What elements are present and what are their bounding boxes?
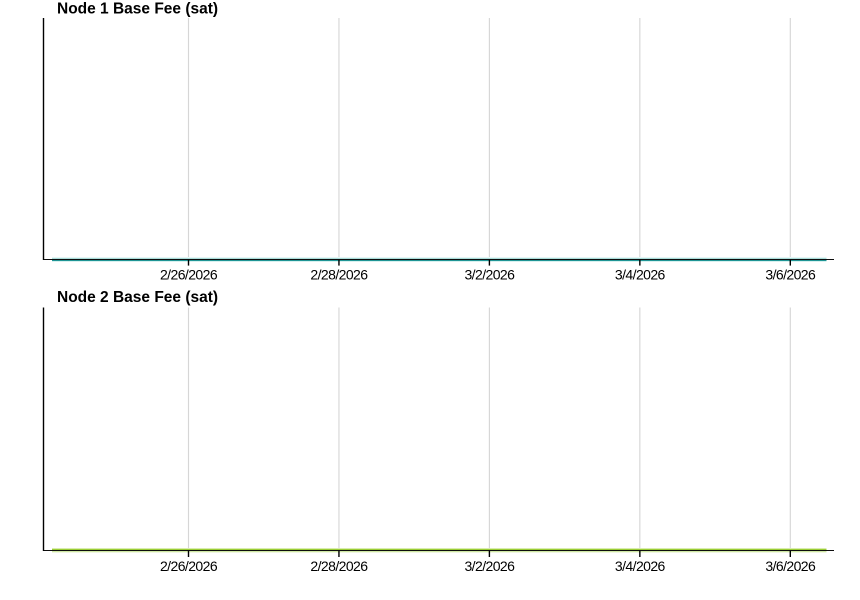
svg-text:3/4/2026: 3/4/2026 xyxy=(615,558,666,574)
svg-text:3/2/2026: 3/2/2026 xyxy=(464,267,515,283)
svg-text:Node 1 Base Fee (sat): Node 1 Base Fee (sat) xyxy=(57,0,218,17)
svg-text:Node 2 Base Fee (sat): Node 2 Base Fee (sat) xyxy=(57,289,218,306)
svg-text:2/26/2026: 2/26/2026 xyxy=(160,558,218,574)
svg-text:3/6/2026: 3/6/2026 xyxy=(765,558,816,574)
svg-text:2/28/2026: 2/28/2026 xyxy=(310,267,368,283)
svg-text:3/6/2026: 3/6/2026 xyxy=(765,267,816,283)
svg-text:2/28/2026: 2/28/2026 xyxy=(310,558,368,574)
svg-text:2/26/2026: 2/26/2026 xyxy=(160,267,218,283)
svg-text:3/2/2026: 3/2/2026 xyxy=(464,558,515,574)
svg-text:3/4/2026: 3/4/2026 xyxy=(615,267,666,283)
